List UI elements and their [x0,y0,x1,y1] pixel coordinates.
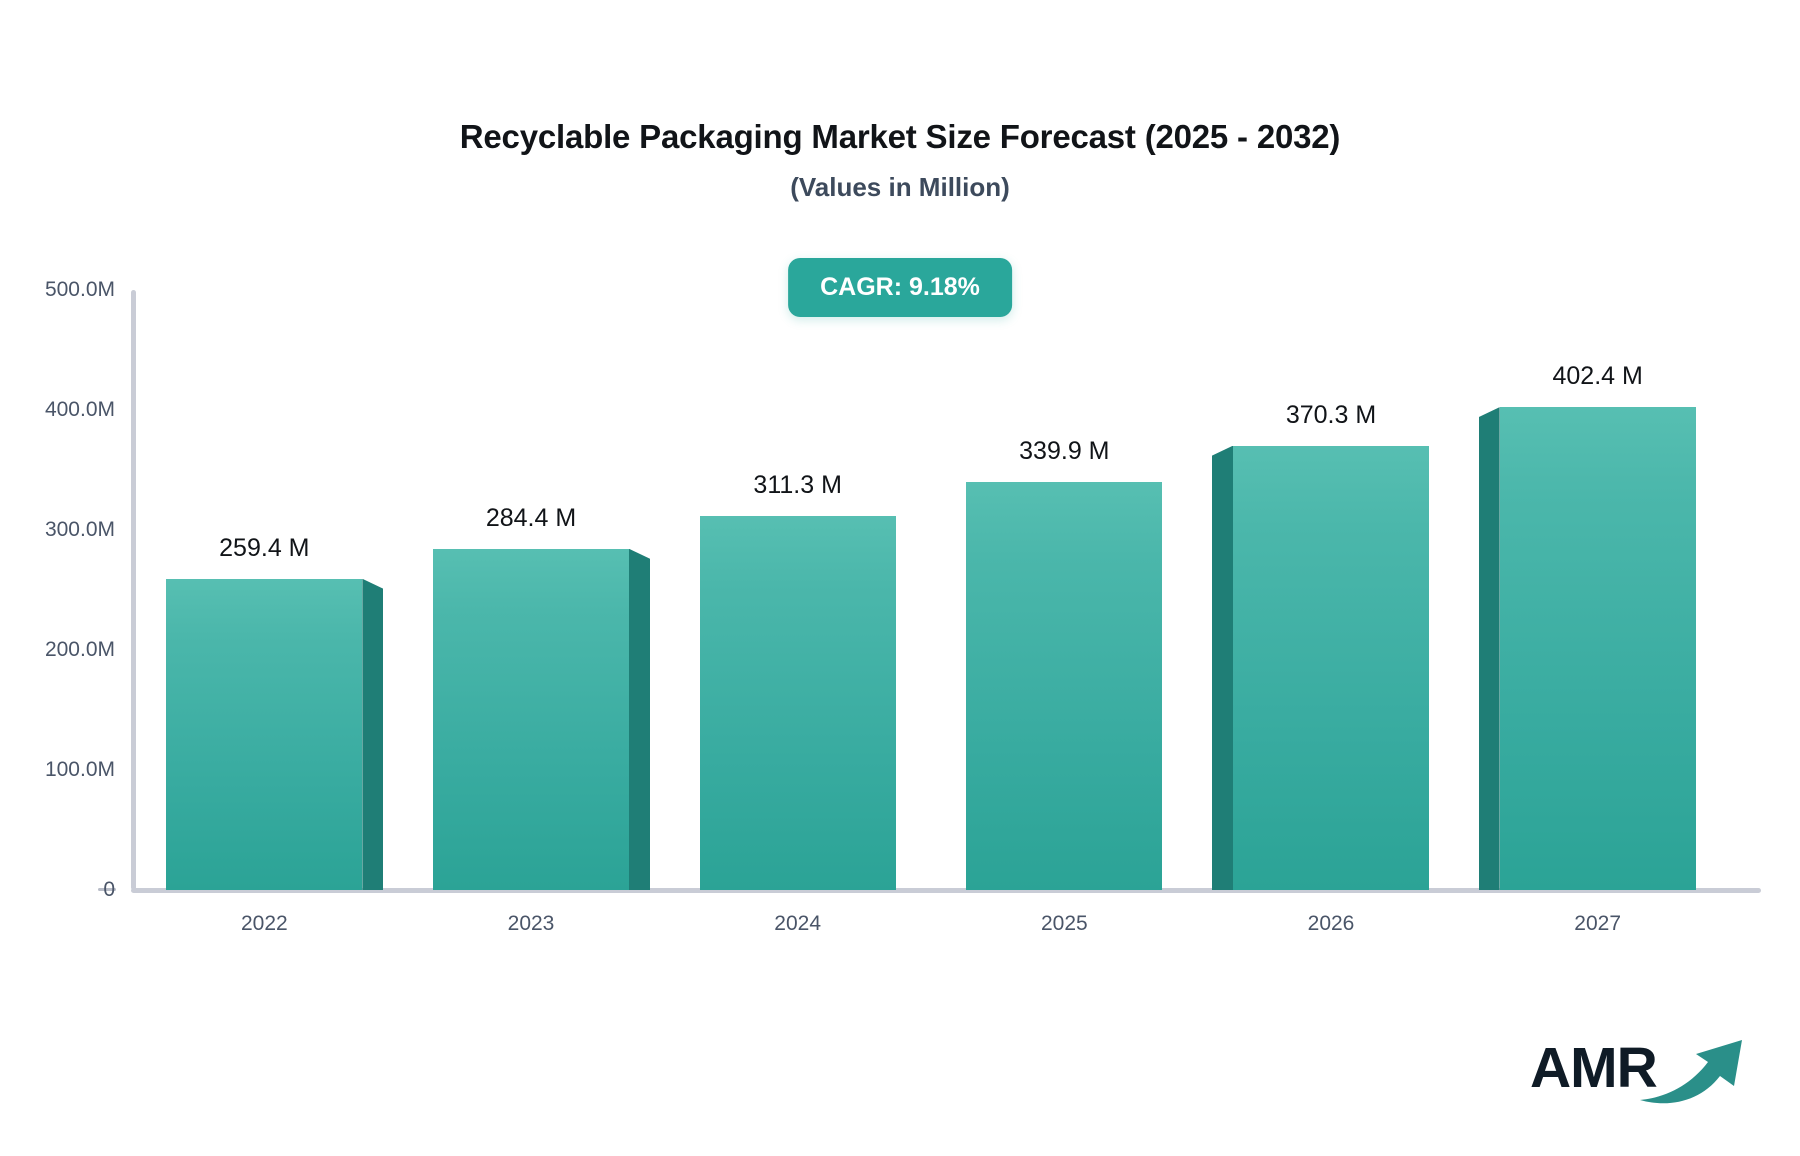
chart-title: Recyclable Packaging Market Size Forecas… [459,118,1341,155]
bar-group[interactable]: 370.3 M [1212,401,1429,890]
y-axis-tick-label: 0 [103,878,115,901]
bar-value-label: 402.4 M [1552,362,1643,391]
bar-2024[interactable]: 311.3 M [699,471,896,890]
bar-group[interactable]: 402.4 M [1478,362,1696,890]
bar-value-label: 259.4 M [219,533,310,562]
bar-group[interactable]: 284.4 M [433,504,650,890]
bar-group[interactable]: 259.4 M [166,534,384,890]
bar-face [1233,445,1429,890]
bar-face [966,482,1163,890]
y-axis-tick-label: 300.0M [44,518,115,541]
bar-face [1499,407,1696,890]
bar-value-label: 339.9 M [1019,437,1110,466]
cagr-badge: CAGR: 9.18% [788,258,1012,317]
bar-2023[interactable]: 284.4 M [433,504,650,890]
plot-area: 259.4 M 284.4 M 311.3 M 339.9 M 370.3 M 402.4… [131,290,1731,890]
bar-side-panel [1212,445,1233,890]
amr-logo: AMR [1530,1032,1750,1122]
x-axis-line [131,888,1761,893]
bar-2025[interactable]: 339.9 M [966,437,1163,890]
bar-group[interactable]: 339.9 M [966,437,1163,890]
bar-value-label: 284.4 M [485,503,577,532]
y-axis-tick-label: 200.0M [44,638,115,661]
bar-value-label: 311.3 M [753,471,842,500]
x-axis-tick-label: 2025 [1040,912,1088,935]
x-axis-tick-label: 2023 [507,912,555,935]
bar-2022[interactable]: 259.4 M [166,534,384,890]
bar-face [166,578,363,890]
bar-side-panel [629,548,650,890]
bar-value-label: 370.3 M [1285,400,1377,429]
bar-side-panel [362,578,384,890]
y-axis-tick-label: 100.0M [44,758,115,781]
bar-side-panel [1478,407,1500,890]
bar-2027[interactable]: 402.4 M [1478,362,1696,890]
bar-group[interactable]: 311.3 M [699,471,896,890]
growth-arrow-icon [1640,1040,1742,1104]
x-axis-tick-label: 2022 [240,912,288,935]
y-axis-tick-label: 500.0M [44,278,115,301]
bar-face [699,516,896,890]
y-axis-labels: 0 100.0M 200.0M 300.0M 400.0M 500.0M [0,0,115,1156]
y-axis-line [131,290,136,890]
x-axis-tick-label: 2027 [1574,912,1622,935]
bar-2026[interactable]: 370.3 M [1212,401,1429,890]
amr-logo-text: AMR [1530,1036,1658,1100]
y-axis-zero-tick [98,888,116,891]
x-axis-tick-label: 2024 [774,912,822,935]
bar-face [433,548,629,890]
y-axis-tick-label: 400.0M [44,398,115,421]
x-axis-tick-label: 2026 [1307,912,1355,935]
chart-subtitle: (Values in Million) [790,172,1010,202]
